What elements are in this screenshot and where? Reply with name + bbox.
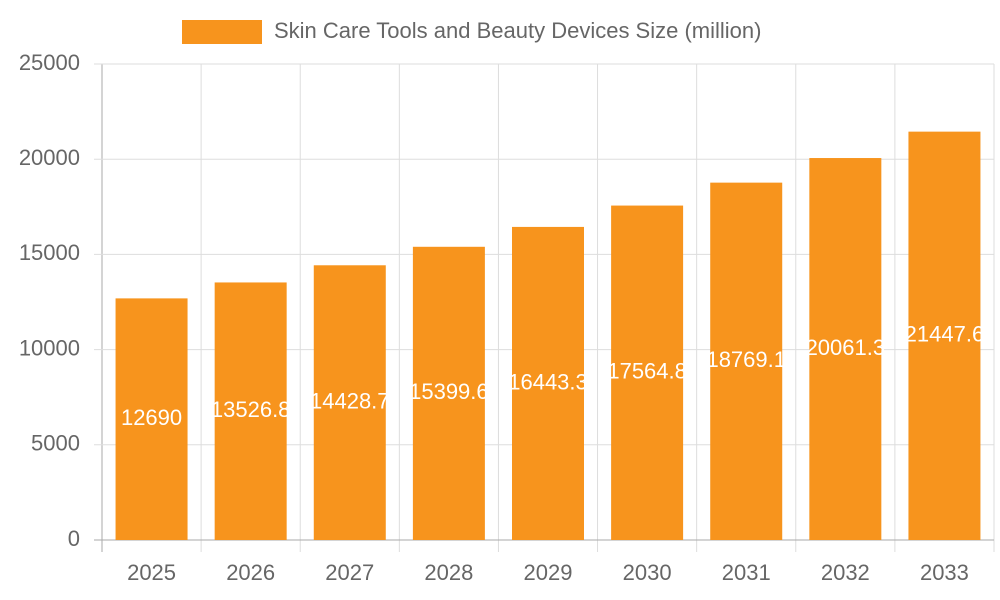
bar xyxy=(710,182,783,540)
value-label: 14428.7 xyxy=(310,388,390,413)
x-tick-label: 2032 xyxy=(821,560,870,585)
y-tick-label: 0 xyxy=(68,526,80,551)
bar xyxy=(313,265,386,540)
y-tick-label: 5000 xyxy=(31,431,80,456)
x-tick-label: 2031 xyxy=(722,560,771,585)
bar xyxy=(115,298,188,540)
legend-swatch xyxy=(182,20,262,44)
y-tick-label: 10000 xyxy=(19,335,80,360)
x-tick-label: 2025 xyxy=(127,560,176,585)
x-tick-label: 2026 xyxy=(226,560,275,585)
value-label: 16443.3 xyxy=(508,369,588,394)
x-tick-label: 2027 xyxy=(325,560,374,585)
value-label: 21447.6 xyxy=(905,322,985,347)
y-tick-label: 25000 xyxy=(19,50,80,75)
bar xyxy=(809,158,882,541)
bar xyxy=(412,246,485,540)
value-label: 20061.3 xyxy=(806,335,886,360)
x-tick-label: 2028 xyxy=(424,560,473,585)
bar xyxy=(908,131,981,540)
x-tick-label: 2029 xyxy=(524,560,573,585)
value-label: 13526.8 xyxy=(211,397,291,422)
x-tick-label: 2030 xyxy=(623,560,672,585)
legend-label: Skin Care Tools and Beauty Devices Size … xyxy=(274,18,761,43)
value-label: 15399.6 xyxy=(409,379,489,404)
y-tick-label: 15000 xyxy=(19,240,80,265)
bar xyxy=(512,226,584,541)
value-label: 12690 xyxy=(121,405,182,430)
y-tick-label: 20000 xyxy=(19,145,80,170)
value-label: 17564.8 xyxy=(607,359,687,384)
bar xyxy=(214,282,287,540)
bar xyxy=(611,205,684,540)
x-tick-label: 2033 xyxy=(920,560,969,585)
value-label: 18769.1 xyxy=(706,347,786,372)
